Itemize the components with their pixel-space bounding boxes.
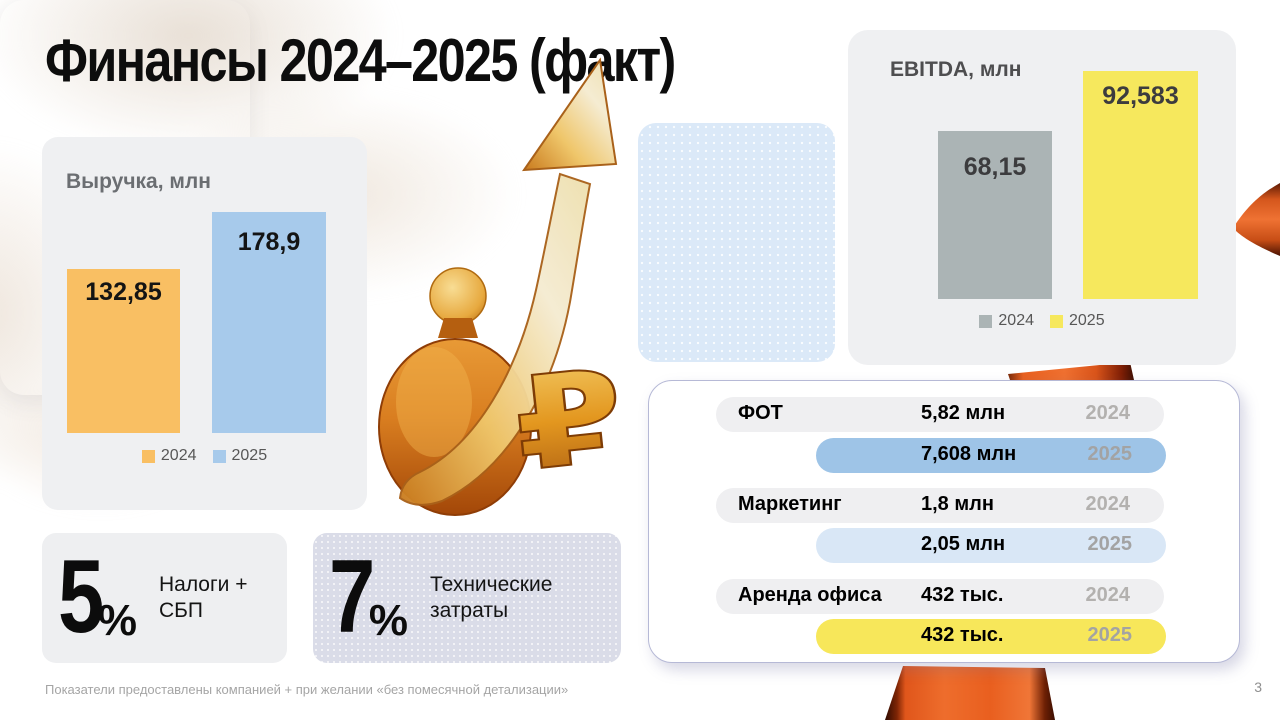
ebitda-bar-2025-value: 92,583: [1102, 82, 1179, 110]
row-value: 432 тыс.: [921, 624, 1004, 646]
table-row: ФОТ 5,82 млн 2024: [716, 397, 1164, 432]
page-title: Финансы 2024–2025 (факт): [45, 27, 676, 94]
stat-label-line2: затраты: [429, 599, 509, 622]
row-year: 2024: [1085, 493, 1131, 515]
legend-swatch-2025: [212, 449, 226, 463]
revenue-legend: 2024 2025: [42, 447, 367, 465]
row-value: 432 тыс.: [921, 584, 1004, 606]
legend-item-2024: 2024: [979, 312, 1034, 330]
ebitda-chart-card: EBITDA, млн 68,15 92,583 2024 2025: [848, 30, 1236, 365]
ebitda-bar-2024-value: 68,15: [963, 153, 1027, 181]
row-value: 7,608 млн: [921, 443, 1017, 465]
revenue-bar-2025: 178,9: [212, 212, 326, 433]
row-label: Маркетинг: [738, 493, 842, 515]
page-number: 3: [1254, 679, 1262, 695]
row-value: 5,82 млн: [921, 402, 1006, 424]
revenue-bar-2025-value: 178,9: [237, 228, 301, 256]
row-label: ФОТ: [738, 402, 783, 424]
stat-label-line1: Налоги +: [158, 572, 248, 596]
row-year: 2024: [1085, 584, 1131, 606]
orange-glass-swoosh-decoration: [1233, 183, 1280, 256]
dotted-placeholder-box: [638, 123, 835, 362]
legend-label-2024: 2024: [160, 447, 197, 464]
row-value: 1,8 млн: [921, 493, 994, 515]
legend-item-2024: 2024: [141, 447, 197, 465]
legend-item-2025: 2025: [1050, 312, 1105, 330]
legend-swatch-2024: [979, 314, 993, 328]
revenue-chart-title: Выручка, млн: [66, 170, 211, 193]
table-row: 432 тыс. 2025: [816, 619, 1166, 654]
revenue-chart-card: Выручка, млн 132,85 178,9 2024 2025: [42, 137, 367, 510]
taxes-stat-label: Налоги + СБП: [159, 572, 248, 625]
legend-swatch-2024: [141, 449, 155, 463]
stat-unit: %: [368, 596, 408, 646]
tech-costs-stat-card: 7 % Технические затраты: [313, 533, 621, 663]
ebitda-bars: 68,15 92,583: [848, 49, 1236, 299]
row-value: 2,05 млн: [921, 533, 1006, 555]
legend-label-2025: 2025: [231, 447, 268, 464]
table-row: 2,05 млн 2025: [816, 528, 1166, 563]
revenue-bar-2024: 132,85: [67, 269, 180, 433]
table-row: Маркетинг 1,8 млн 2024: [716, 488, 1164, 523]
stat-label-line1: Технические: [429, 572, 553, 596]
legend-label-2025: 2025: [1069, 312, 1105, 329]
legend-item-2025: 2025: [212, 447, 268, 465]
row-year: 2025: [1087, 624, 1133, 646]
table-row: 7,608 млн 2025: [816, 438, 1166, 473]
footer-note: Показатели предоставлены компанией + при…: [45, 682, 569, 697]
table-row: Аренда офиса 432 тыс. 2024: [716, 579, 1164, 614]
stat-unit: %: [97, 596, 137, 646]
revenue-bar-2024-value: 132,85: [85, 278, 162, 306]
row-year: 2024: [1085, 402, 1131, 424]
legend-label-2024: 2024: [998, 312, 1034, 329]
ebitda-bar-2025: 92,583: [1083, 71, 1198, 299]
row-year: 2025: [1087, 533, 1133, 555]
legend-swatch-2025: [1050, 314, 1063, 328]
taxes-stat-card: 5 % Налоги + СБП: [42, 533, 287, 663]
stat-value: 5: [58, 539, 104, 656]
stat-value: 7: [329, 539, 375, 656]
row-year: 2025: [1087, 443, 1133, 465]
ebitda-bar-2024: 68,15: [938, 131, 1052, 299]
expenses-table-panel: ФОТ 5,82 млн 2024 7,608 млн 2025 Маркети…: [648, 380, 1240, 663]
tech-stat-label: Технические затраты: [430, 572, 552, 625]
row-label: Аренда офиса: [738, 584, 882, 606]
orange-glass-bottle-decoration: [885, 666, 1055, 720]
ebitda-chart-title: EBITDA, млн: [890, 58, 1022, 81]
taxes-stat-number: 5 %: [58, 539, 137, 656]
stat-label-line2: СБП: [158, 599, 204, 622]
tech-stat-number: 7 %: [329, 539, 408, 656]
ebitda-legend: 2024 2025: [848, 312, 1236, 330]
revenue-bars: 132,85 178,9: [42, 193, 367, 433]
